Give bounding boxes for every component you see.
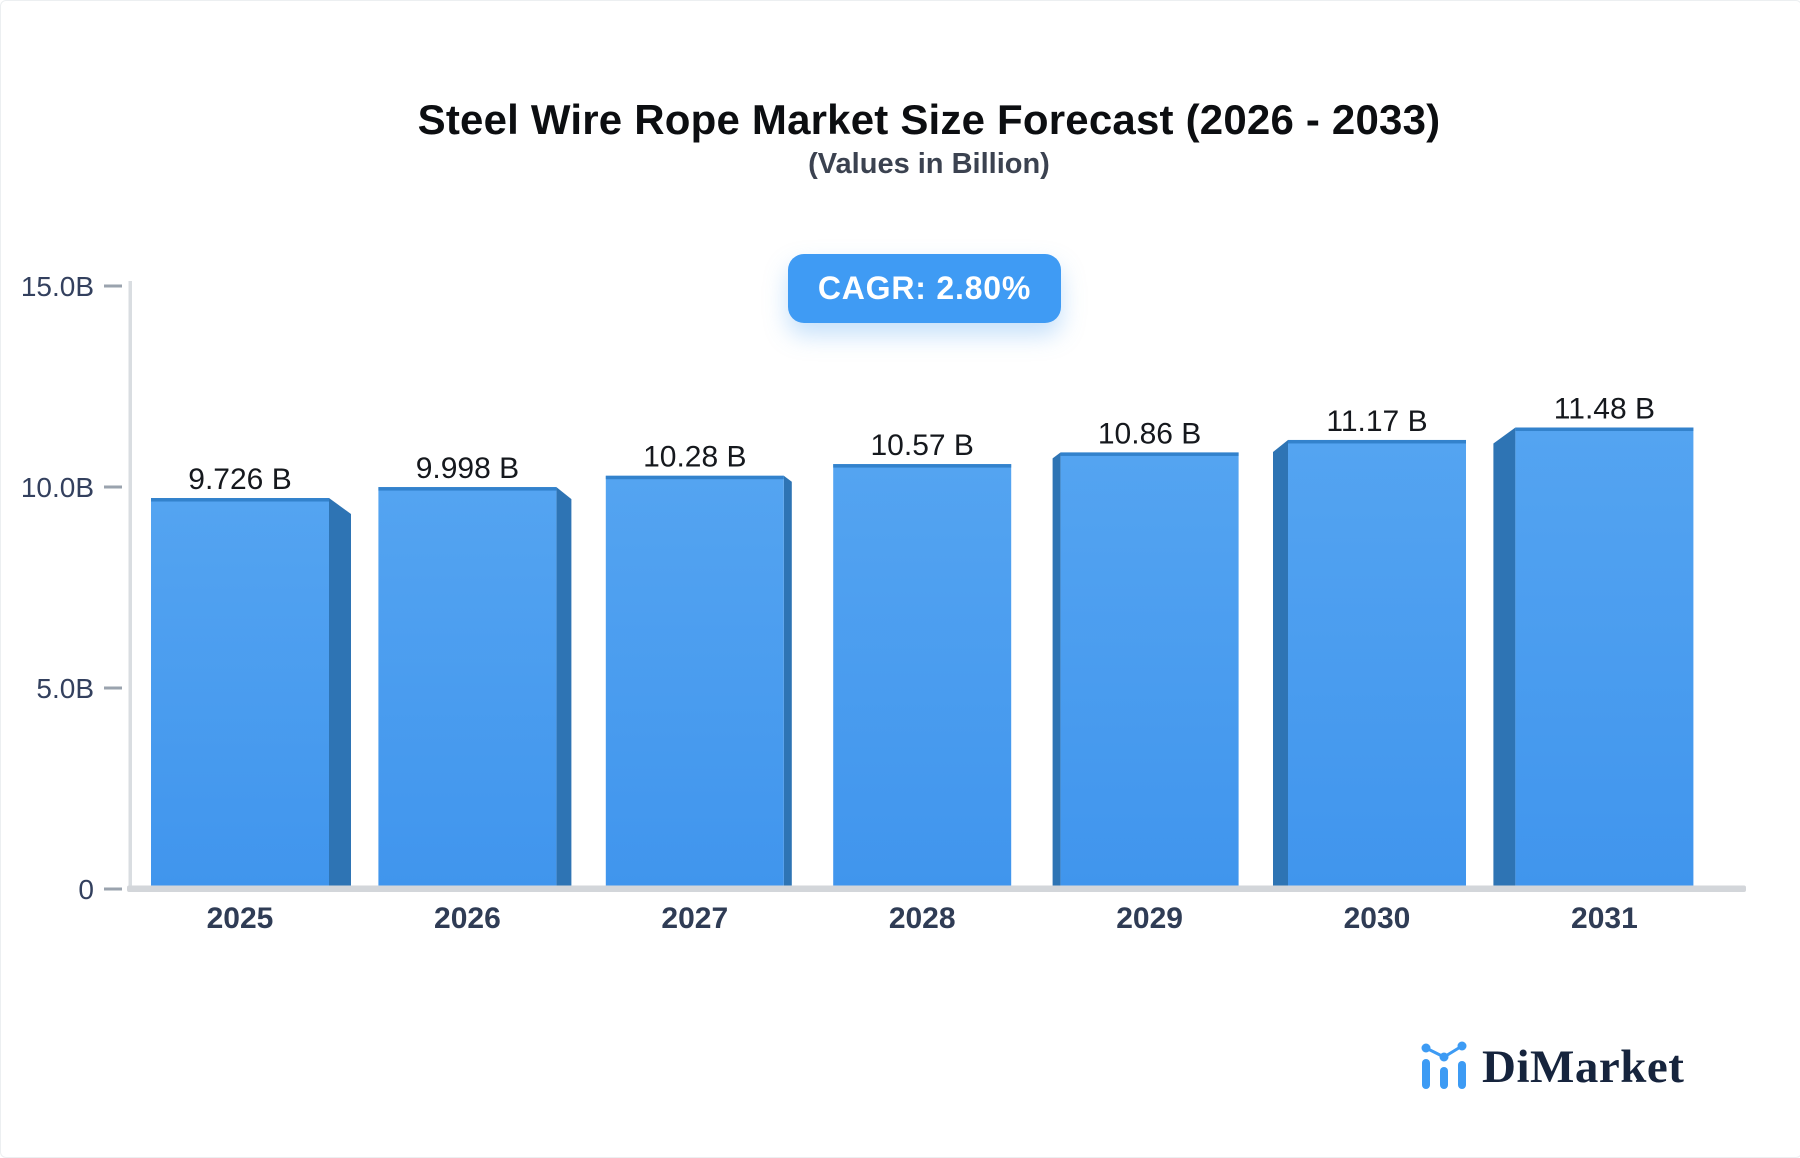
cagr-badge-label: CAGR: 2.80%	[817, 270, 1032, 306]
bar	[605, 475, 784, 889]
x-tick-label: 2031	[1571, 902, 1638, 935]
bar-side-face	[1493, 427, 1516, 889]
x-tick-label: 2028	[889, 902, 956, 935]
bar-value-label: 10.86 B	[1098, 417, 1201, 450]
bar-side-face	[783, 475, 792, 889]
chart-subtitle: (Values in Billion)	[808, 148, 1050, 180]
bar-top-edge	[1288, 439, 1466, 444]
y-tick-label: 15.0B	[21, 271, 94, 302]
x-tick-label: 2029	[1116, 902, 1183, 935]
bar	[1515, 427, 1694, 889]
x-tick-label: 2027	[661, 902, 728, 935]
y-axis-line	[128, 281, 132, 891]
bar-side-face	[1273, 439, 1288, 889]
bar	[1288, 439, 1466, 889]
bar-value-label: 9.998 B	[416, 452, 519, 485]
x-tick-label: 2025	[207, 902, 274, 935]
bar-chart-logo-icon	[1421, 1041, 1467, 1089]
bar-side-face	[1052, 452, 1061, 889]
x-tick-label: 2030	[1344, 902, 1411, 935]
y-tick-label: 0	[78, 874, 94, 905]
bar-value-label: 10.57 B	[870, 429, 973, 462]
bar-top-edge	[1060, 452, 1239, 456]
bar	[151, 498, 329, 889]
bar	[378, 487, 557, 889]
bar-side-face	[329, 498, 351, 889]
brand-logo: DiMarket	[1419, 1039, 1684, 1091]
x-tick-label: 2026	[434, 902, 501, 935]
bar-side-face	[556, 487, 572, 889]
bar-value-label: 10.28 B	[643, 441, 746, 474]
y-tick-label: 5.0B	[36, 673, 94, 704]
bar-top-edge	[833, 464, 1012, 468]
bar-value-label: 9.726 B	[188, 463, 291, 496]
y-tick-label: 10.0B	[21, 472, 94, 503]
bar-top-edge	[378, 487, 557, 491]
bar-top-edge	[1515, 427, 1694, 432]
bar	[1060, 452, 1239, 889]
bar-top-edge	[605, 475, 784, 480]
chart-title: Steel Wire Rope Market Size Forecast (20…	[417, 96, 1441, 143]
brand-name: DiMarket	[1482, 1041, 1685, 1093]
x-axis-baseline	[127, 885, 1746, 892]
bar	[833, 464, 1012, 889]
bar-value-label: 11.48 B	[1554, 393, 1655, 426]
bar-top-edge	[151, 498, 329, 502]
bar-value-label: 11.17 B	[1326, 405, 1427, 438]
cagr-badge: CAGR: 2.80%	[788, 254, 1061, 323]
